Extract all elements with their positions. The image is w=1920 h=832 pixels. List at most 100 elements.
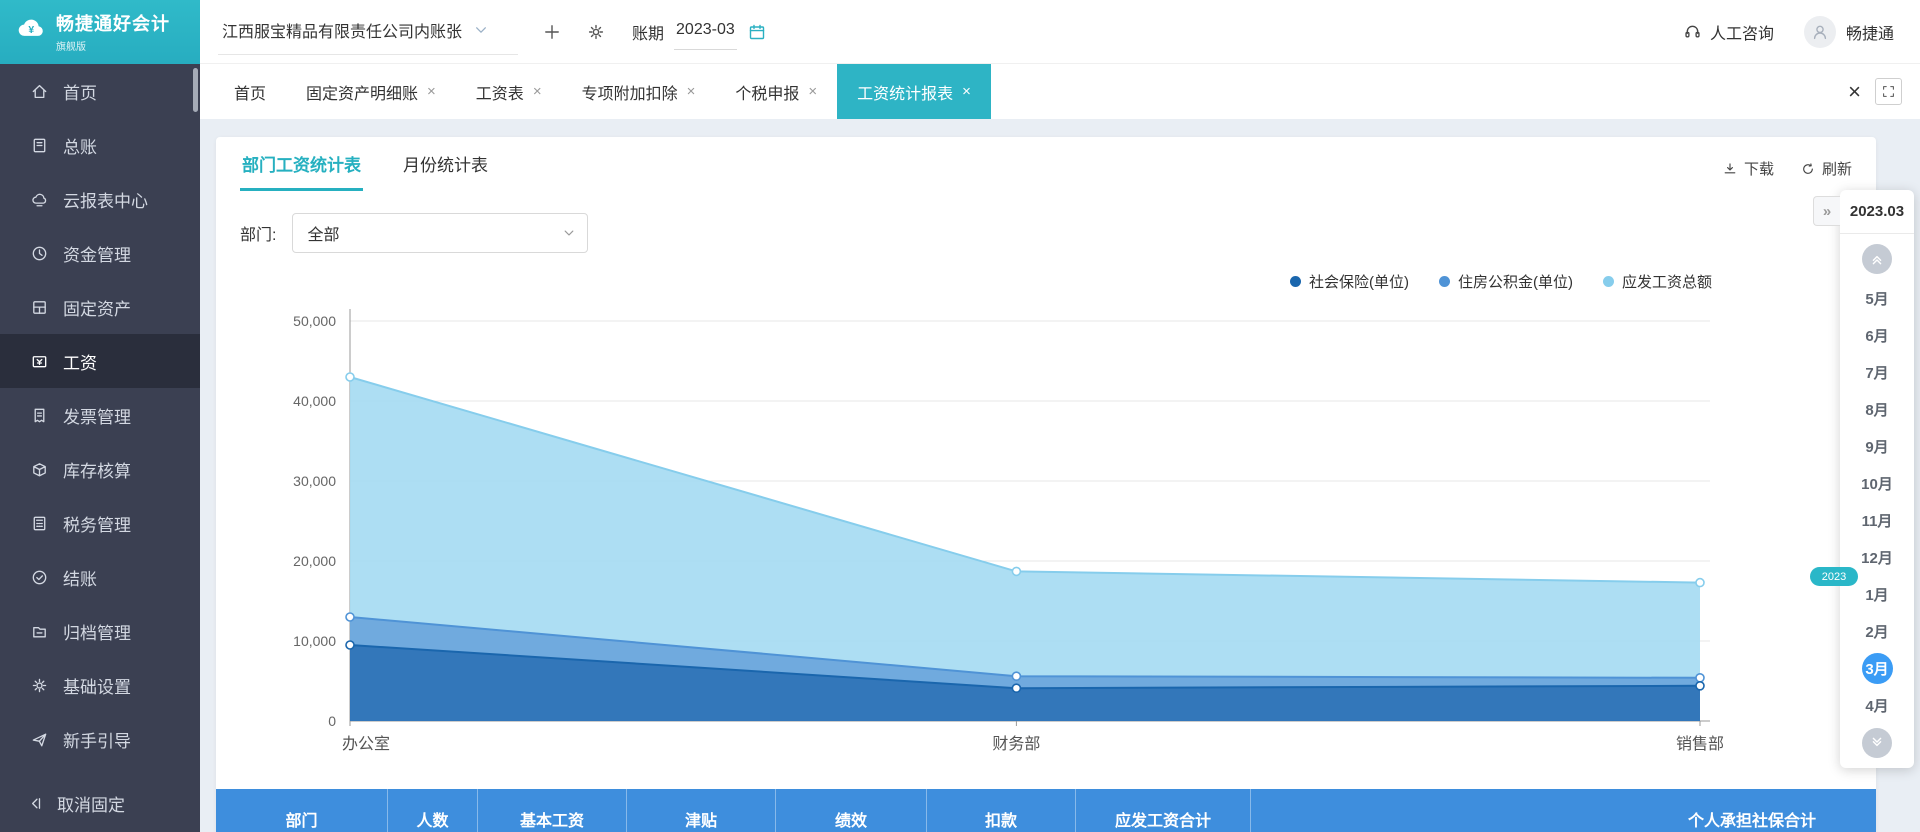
tab-close-icon[interactable]: × — [808, 83, 818, 100]
svg-text:50,000: 50,000 — [293, 313, 336, 329]
sidebar-item[interactable]: 资金管理 — [0, 226, 200, 280]
refresh-button[interactable]: 刷新 — [1800, 158, 1852, 179]
chart-legend: 社会保险(单位) 住房公积金(单位) 应发工资总额 — [240, 271, 1852, 291]
sidebar-item-label: 云报表中心 — [63, 191, 148, 211]
close-icon[interactable]: × — [1848, 78, 1861, 104]
month-label: 8月 — [1865, 402, 1889, 419]
sidebar-item-label: 结账 — [63, 569, 97, 589]
tab[interactable]: 工资表 × — [456, 64, 562, 119]
main-content: 部门工资统计表 月份统计表 下载 刷新 部门: 全部 社会保险(单位) 住房公积金(… — [200, 119, 1920, 832]
scroll-months-up-button[interactable] — [1862, 244, 1892, 274]
sidebar-item[interactable]: 固定资产 — [0, 280, 200, 334]
month-label: 3月 — [1861, 653, 1893, 684]
guide-icon — [30, 729, 49, 749]
tab-label: 固定资产明细账 — [306, 85, 419, 103]
refresh-icon — [1800, 160, 1816, 177]
fullscreen-icon[interactable] — [1875, 78, 1902, 105]
brand-logo[interactable]: ¥ 畅捷通好会计 旗舰版 — [0, 0, 200, 64]
tab[interactable]: 工资统计报表 × — [837, 64, 991, 119]
sidebar-item[interactable]: 总账 — [0, 118, 200, 172]
scroll-months-down-button[interactable] — [1862, 728, 1892, 758]
sidebar-item[interactable]: 云报表中心 — [0, 172, 200, 226]
period-value[interactable]: 2023-03 — [674, 13, 737, 50]
svg-text:0: 0 — [328, 713, 336, 729]
tab[interactable]: 个税申报 × — [715, 64, 837, 119]
sidebar-item[interactable]: 归档管理 — [0, 604, 200, 658]
legend-label: 住房公积金(单位) — [1457, 273, 1573, 291]
month-item[interactable]: 11月 — [1840, 502, 1914, 539]
sidebar-item[interactable]: 新手引导 — [0, 712, 200, 766]
consult-link[interactable]: 人工咨询 — [1683, 20, 1774, 44]
month-item[interactable]: 5月 — [1840, 280, 1914, 317]
table-column-header[interactable]: 津贴 — [627, 789, 776, 832]
table-column-header[interactable]: 扣款 — [927, 789, 1076, 832]
sidebar-item[interactable]: 发票管理 — [0, 388, 200, 442]
avatar — [1803, 15, 1836, 48]
table-column-header[interactable]: 基本工资 — [478, 789, 627, 832]
subtab[interactable]: 月份统计表 — [403, 156, 488, 175]
sidebar-item[interactable]: 工资 — [0, 334, 200, 388]
add-account-button[interactable] — [542, 22, 562, 42]
sidebar-item[interactable]: 库存核算 — [0, 442, 200, 496]
svg-text:20,000: 20,000 — [293, 553, 336, 569]
legend-item[interactable]: 应发工资总额 — [1602, 271, 1712, 292]
month-item[interactable]: 2月 — [1840, 613, 1914, 650]
table-column-header[interactable]: 个人承担社保合计 — [1687, 813, 1816, 830]
funds-icon — [30, 243, 49, 263]
tab-close-icon[interactable]: × — [532, 83, 542, 100]
sidebar-item[interactable]: 首页 — [0, 64, 200, 118]
tab-close-icon[interactable]: × — [427, 83, 436, 100]
user-menu[interactable]: 畅捷通 — [1803, 15, 1894, 48]
sidebar-item-label: 库存核算 — [63, 461, 131, 481]
download-label: 下载 — [1743, 161, 1774, 178]
month-item[interactable]: 4月 — [1840, 687, 1914, 724]
sidebar-item[interactable]: 结账 — [0, 550, 200, 604]
month-label: 11月 — [1861, 513, 1893, 530]
tab[interactable]: 固定资产明细账 × — [286, 64, 456, 119]
settings-gear-button[interactable] — [586, 22, 606, 42]
calendar-icon[interactable] — [747, 22, 767, 42]
month-item[interactable]: 3月 — [1840, 650, 1914, 687]
table-column-header[interactable]: 人数 — [388, 789, 478, 832]
legend-item[interactable]: 住房公积金(单位) — [1438, 271, 1573, 292]
table-column-header[interactable]: 绩效 — [776, 789, 927, 832]
subtab[interactable]: 部门工资统计表 — [240, 151, 363, 191]
table-column-header[interactable]: 应发工资合计 — [1076, 789, 1251, 832]
filter-row: 部门: 全部 — [240, 213, 1852, 253]
sidebar-scrollbar[interactable] — [193, 68, 198, 112]
company-selector[interactable]: 江西服宝精品有限责任公司内账张 — [218, 8, 518, 55]
download-button[interactable]: 下载 — [1722, 158, 1774, 179]
month-item[interactable]: 10月 — [1840, 465, 1914, 502]
sidebar-item[interactable]: 基础设置 — [0, 658, 200, 712]
tab[interactable]: 专项附加扣除 × — [562, 64, 716, 119]
table-column-header[interactable]: 部门 — [216, 789, 388, 832]
month-label: 2月 — [1865, 624, 1889, 641]
collapse-panel-button[interactable]: » — [1813, 196, 1840, 226]
month-item[interactable]: 6月 — [1840, 317, 1914, 354]
month-item[interactable]: 1月 — [1840, 576, 1914, 613]
card-tools: 下载 刷新 — [1722, 158, 1852, 191]
month-item[interactable]: 9月 — [1840, 428, 1914, 465]
sidebar-item[interactable]: 税务管理 — [0, 496, 200, 550]
legend-dot — [1602, 275, 1614, 287]
fixed-asset-icon — [30, 297, 49, 317]
tab-close-icon[interactable]: × — [686, 83, 696, 100]
tab-close-icon[interactable]: × — [962, 83, 971, 100]
payroll-icon — [30, 351, 49, 371]
department-select[interactable]: 全部 — [292, 213, 589, 253]
sidebar-unpin-button[interactable]: 取消固定 — [0, 774, 200, 832]
sidebar-item-label: 首页 — [63, 83, 97, 103]
month-label: 5月 — [1865, 291, 1889, 308]
year-badge: 2023 — [1810, 567, 1858, 586]
month-item[interactable]: 8月 — [1840, 391, 1914, 428]
svg-text:40,000: 40,000 — [293, 393, 336, 409]
legend-item[interactable]: 社会保险(单位) — [1289, 271, 1409, 292]
month-item[interactable]: 7月 — [1840, 354, 1914, 391]
sidebar-item-label: 资金管理 — [63, 245, 131, 265]
department-filter-label: 部门: — [240, 227, 277, 244]
svg-text:¥: ¥ — [28, 25, 34, 36]
svg-text:办公室: 办公室 — [342, 735, 390, 753]
salary-area-chart: 0 10,000 20,000 30,000 40,000 50,000 办公室 财务部 销售部 — [293, 309, 1724, 753]
tab[interactable]: 首页 — [214, 64, 286, 119]
month-item[interactable]: 12月 — [1840, 539, 1914, 576]
